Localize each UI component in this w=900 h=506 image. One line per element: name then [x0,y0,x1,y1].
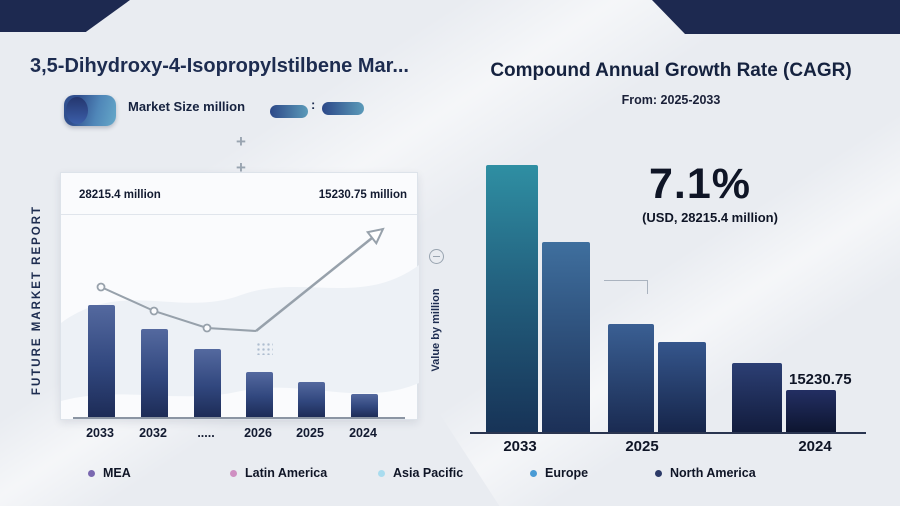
market-bar-2024 [350,394,378,417]
plus-icon: + [236,158,246,177]
decorative-pill-icon [322,102,364,115]
market-xlabel-2032: 2032 [139,426,167,440]
cagr-xlabel-2024: 2024 [798,438,832,455]
step-line-decoration [604,280,648,294]
cagr-bar-2025-1 [608,324,654,432]
market-title: 3,5-Dihydroxy-4-Isopropylstilbene Mar... [30,55,409,77]
cagr-chart [470,158,870,434]
cagr-bar-2033-2 [542,242,590,432]
cagr-bar-2024-1 [732,363,782,432]
legend-item-asia-pacific: Asia Pacific [378,466,463,480]
cagr-bar-2033-1 [486,165,538,432]
future-market-report-label: FUTURE MARKET REPORT [31,204,43,396]
trend-line-arrow [96,227,385,333]
market-size-legend-icon [64,95,116,126]
cagr-value: 7.1% [648,160,751,208]
market-xlabel-.....: ..... [197,426,215,440]
decorative-colon: : [311,97,316,112]
circled-minus-icon [429,249,444,264]
legend-label-europe: Europe [545,466,589,480]
market-xlabel-2026: 2026 [244,426,272,440]
corner-accent-top-right [652,0,900,34]
cagr-title: Compound Annual Growth Rate (CAGR) [490,60,852,81]
cagr-xlabel-2033: 2033 [503,438,537,455]
cagr-bar-2024-2 [786,390,836,432]
legend-item-north-america: North America [655,466,756,480]
cagr-bar-2025-2 [658,342,706,432]
legend-item-europe: Europe [530,466,588,480]
legend-dot-europe [530,469,537,477]
corner-accent-top-left [0,0,130,32]
legend-dot-north-america [655,469,662,477]
market-xlabel-2025: 2025 [296,426,324,440]
legend-label-mea: MEA [103,466,131,480]
cagr-x-axis-line [470,432,866,434]
legend-dot-asia-pacific [378,469,385,477]
region-legend: MEA Latin America Asia Pacific Europe North … [0,466,900,490]
dots-grid-icon [256,342,273,355]
legend-dot-mea [88,469,95,477]
legend-label-asia-pacific: Asia Pacific [393,466,464,480]
cagr-xlabel-2025: 2025 [625,438,659,455]
legend-dot-latin-america [230,469,237,477]
cagr-2024-value-label: 15230.75 [789,371,852,388]
legend-item-mea: MEA [88,466,131,480]
annotation-divider [61,214,417,215]
cagr-chart-xlabels: 2033 2025 2024 [470,438,870,458]
market-xlabel-2024: 2024 [349,426,377,440]
legend-label-north-america: North America [670,466,756,480]
market-size-legend-label: Market Size million [128,99,246,114]
value-axis-label: Value by million [430,288,442,372]
cylinder-cap-shape [66,97,88,124]
decorative-pill-icon [270,105,308,118]
plus-icon: + [236,132,246,151]
cagr-subtitle: From: 2025-2033 [621,93,721,107]
legend-label-latin-america: Latin America [245,466,328,480]
legend-item-latin-america: Latin America [230,466,327,480]
market-size-chart: 28215.4 million 15230.75 million [60,172,419,420]
market-chart-xlabels: 2033 2032..... 2026 2025 2024 [60,426,418,444]
market-xlabel-2033: 2033 [86,426,114,440]
cagr-detail: (USD, 28215.4 million) [642,210,778,225]
